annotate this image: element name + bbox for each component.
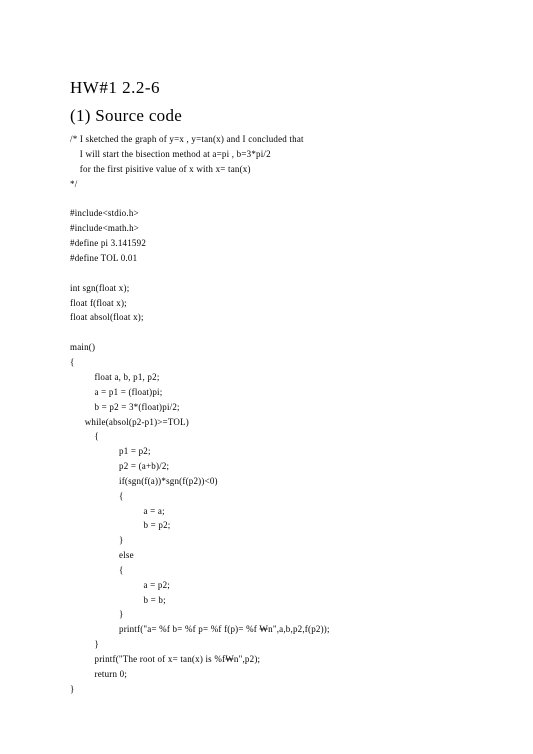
- code-line: {: [70, 563, 463, 578]
- code-line: b = b;: [70, 593, 463, 608]
- code-line: for the first pisitive value of x with x…: [70, 162, 463, 177]
- code-line: }: [70, 607, 463, 622]
- code-line: float a, b, p1, p2;: [70, 370, 463, 385]
- code-line: {: [70, 355, 463, 370]
- blank-line: [70, 266, 463, 281]
- blank-line: [70, 325, 463, 340]
- code-line: else: [70, 548, 463, 563]
- code-line: #include<math.h>: [70, 221, 463, 236]
- code-line: I will start the bisection method at a=p…: [70, 147, 463, 162]
- code-line: float absol(float x);: [70, 310, 463, 325]
- code-line: p1 = p2;: [70, 444, 463, 459]
- code-line: {: [70, 429, 463, 444]
- code-line: #define TOL 0.01: [70, 251, 463, 266]
- code-line: }: [70, 533, 463, 548]
- code-line: b = p2 = 3*(float)pi/2;: [70, 400, 463, 415]
- code-line: a = p2;: [70, 578, 463, 593]
- code-line: p2 = (a+b)/2;: [70, 459, 463, 474]
- code-line: float f(float x);: [70, 296, 463, 311]
- code-line: main(): [70, 340, 463, 355]
- code-line: /* I sketched the graph of y=x , y=tan(x…: [70, 132, 463, 147]
- code-line: printf("The root of x= tan(x) is %f₩n",p…: [70, 652, 463, 667]
- code-line: if(sgn(f(a))*sgn(f(p2))<0): [70, 474, 463, 489]
- code-line: }: [70, 637, 463, 652]
- code-line: a = p1 = (float)pi;: [70, 385, 463, 400]
- code-line: b = p2;: [70, 518, 463, 533]
- code-line: int sgn(float x);: [70, 281, 463, 296]
- section-heading: (1) Source code: [70, 106, 463, 126]
- blank-line: [70, 191, 463, 206]
- code-line: }: [70, 682, 463, 697]
- code-line: return 0;: [70, 667, 463, 682]
- code-line: #define pi 3.141592: [70, 236, 463, 251]
- code-line: {: [70, 489, 463, 504]
- code-line: printf("a= %f b= %f p= %f f(p)= %f ₩n",a…: [70, 622, 463, 637]
- code-line: #include<stdio.h>: [70, 206, 463, 221]
- code-line: */: [70, 177, 463, 192]
- page-title: HW#1 2.2-6: [70, 78, 463, 98]
- code-line: while(absol(p2-p1)>=TOL): [70, 415, 463, 430]
- code-line: a = a;: [70, 504, 463, 519]
